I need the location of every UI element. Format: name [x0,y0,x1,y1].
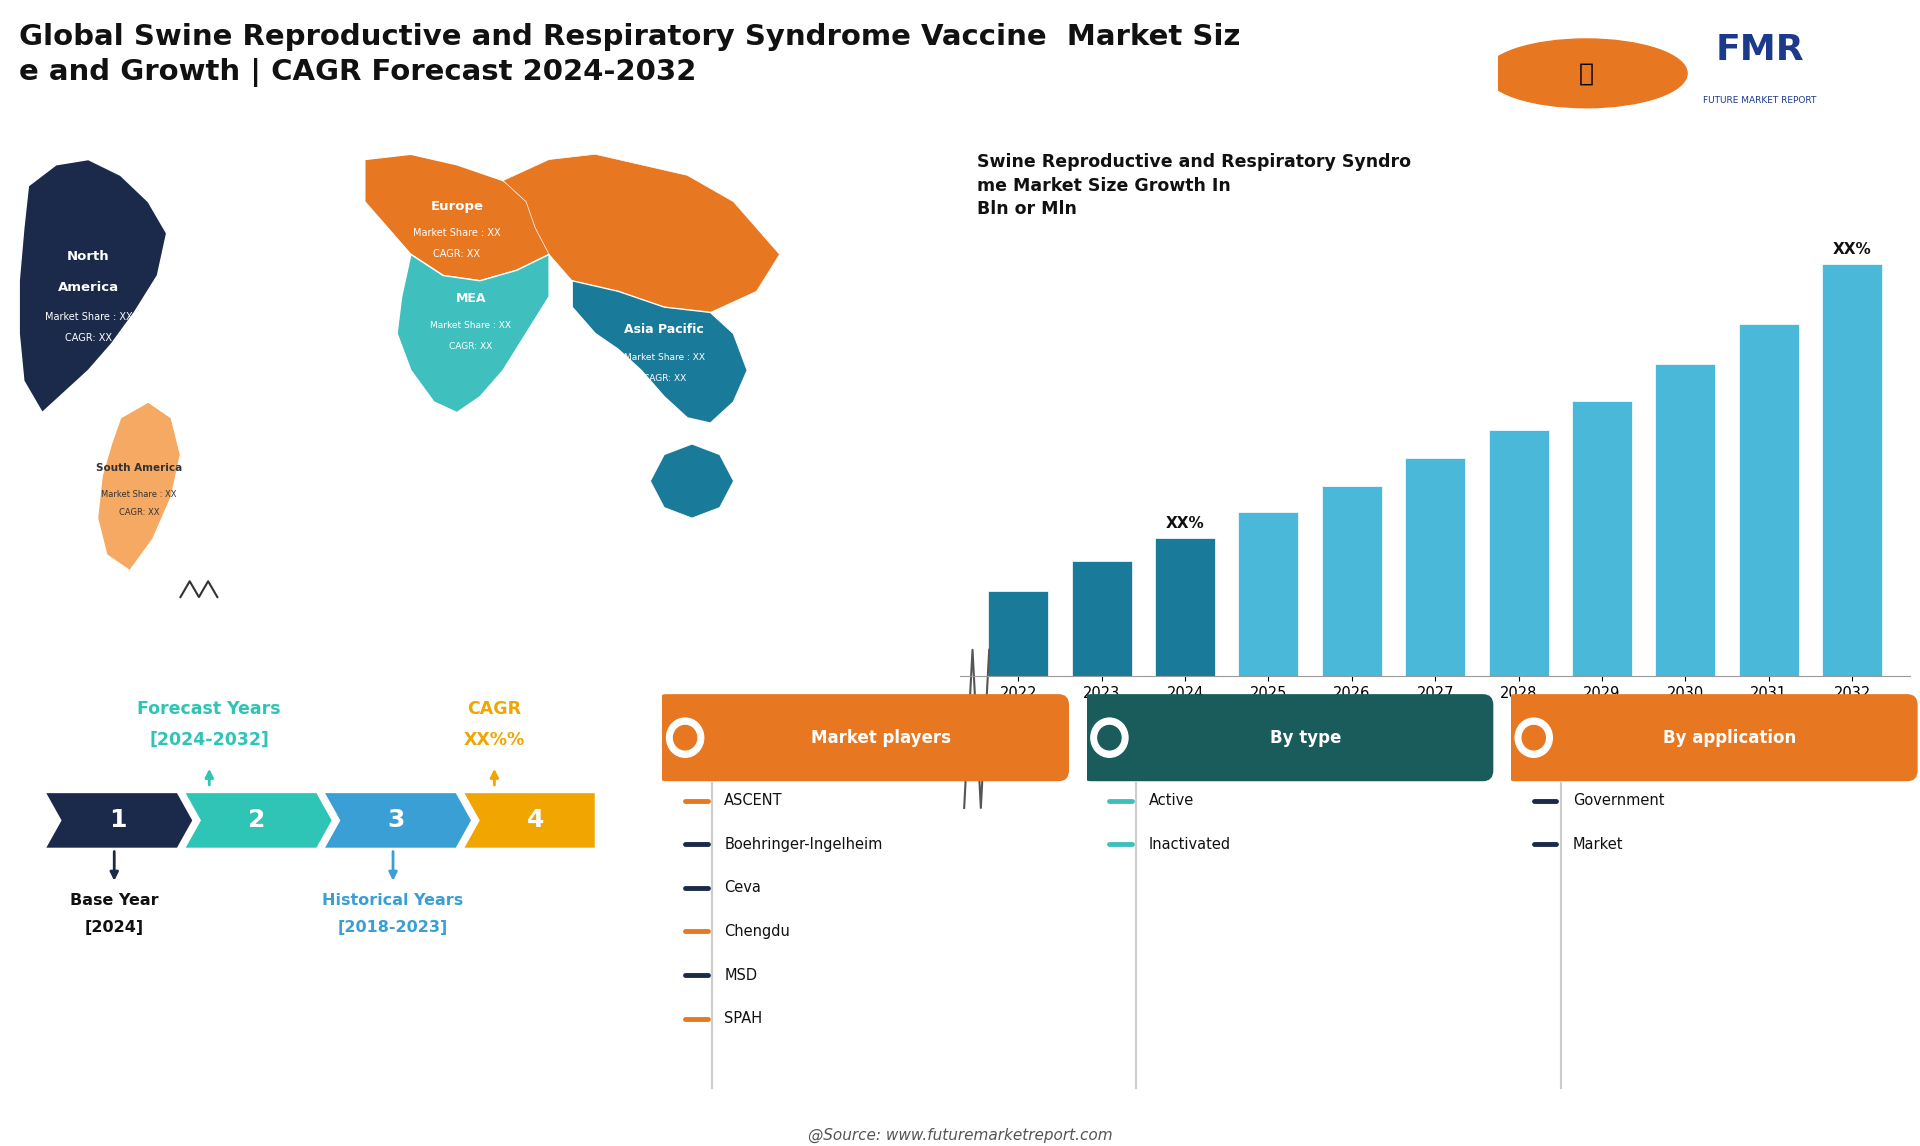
Text: Market Share : XX: Market Share : XX [624,353,705,362]
Bar [1238,512,1298,676]
Text: ASCENT: ASCENT [724,793,783,808]
Bar [1655,364,1715,676]
Text: 🔊: 🔊 [1578,62,1594,85]
Polygon shape [651,445,733,518]
Bar [989,590,1048,676]
Text: Market Share : XX: Market Share : XX [44,313,132,322]
FancyBboxPatch shape [1505,694,1918,782]
Text: FMR: FMR [1715,33,1805,66]
Text: Chengdu: Chengdu [724,924,791,939]
Text: 2: 2 [248,808,265,832]
Circle shape [674,725,697,749]
Bar [1405,458,1465,676]
Text: XX%%: XX%% [465,731,524,748]
Polygon shape [98,402,180,571]
Text: CAGR: CAGR [467,700,522,719]
Text: Historical Years: Historical Years [323,894,463,909]
Text: Boehringer-Ingelheim: Boehringer-Ingelheim [724,837,883,851]
Bar [1822,265,1882,676]
Circle shape [1091,719,1127,758]
Polygon shape [503,155,780,313]
Circle shape [1515,719,1551,758]
Text: By application: By application [1663,729,1797,747]
Text: Market players: Market players [810,729,950,747]
Text: MSD: MSD [724,967,758,982]
Text: Swine Reproductive and Respiratory Syndro
me Market Size Growth In
Bln or Mln: Swine Reproductive and Respiratory Syndr… [977,154,1411,218]
Text: Forecast Years: Forecast Years [138,700,280,719]
Text: 1: 1 [109,808,127,832]
Text: CAGR: XX: CAGR: XX [434,249,480,259]
Text: MEA: MEA [455,292,486,305]
Bar [1156,537,1215,676]
Text: North: North [67,250,109,262]
Text: CAGR: XX: CAGR: XX [643,374,685,383]
Text: Asia Pacific: Asia Pacific [624,323,705,337]
Text: CAGR: XX: CAGR: XX [119,509,159,517]
FancyBboxPatch shape [1081,694,1494,782]
Polygon shape [572,281,747,423]
Text: Market: Market [1572,837,1624,851]
Text: America: America [58,281,119,295]
Text: Active: Active [1148,793,1194,808]
Text: South America: South America [96,463,182,472]
Circle shape [1486,39,1688,108]
Text: CAGR: XX: CAGR: XX [449,343,492,352]
Polygon shape [397,254,549,413]
Bar [1071,560,1131,676]
Text: Inactivated: Inactivated [1148,837,1231,851]
Polygon shape [184,792,332,849]
Bar [1572,401,1632,676]
FancyBboxPatch shape [657,694,1069,782]
Text: [2024]: [2024] [84,919,144,935]
Text: Europe: Europe [430,199,484,213]
Text: Global Swine Reproductive and Respiratory Syndrome Vaccine  Market Siz
e and Gro: Global Swine Reproductive and Respirator… [19,23,1240,86]
Text: Government: Government [1572,793,1665,808]
Polygon shape [365,155,563,281]
Text: Base Year: Base Year [69,894,159,909]
Text: Market Share : XX: Market Share : XX [430,321,511,330]
Text: Ceva: Ceva [724,880,760,895]
Text: XX%: XX% [1165,516,1204,531]
Text: By type: By type [1269,729,1342,747]
Text: [2018-2023]: [2018-2023] [338,919,447,935]
Polygon shape [19,159,167,413]
Text: 3: 3 [388,808,405,832]
Circle shape [1523,725,1546,749]
Circle shape [1098,725,1121,749]
Circle shape [666,719,703,758]
Text: CAGR: XX: CAGR: XX [65,333,111,344]
Bar [1321,486,1382,676]
Polygon shape [463,792,595,849]
Text: XX%: XX% [1834,243,1872,258]
Text: [2024-2032]: [2024-2032] [150,731,269,748]
Bar [1488,430,1549,676]
Text: Market Share : XX: Market Share : XX [413,228,501,238]
Polygon shape [323,792,472,849]
Text: 4: 4 [526,808,543,832]
Polygon shape [44,792,194,849]
Text: @Source: www.futuremarketreport.com: @Source: www.futuremarketreport.com [808,1129,1112,1144]
Text: FUTURE MARKET REPORT: FUTURE MARKET REPORT [1703,96,1816,105]
Text: Market Share : XX: Market Share : XX [102,489,177,499]
Text: SPAH: SPAH [724,1011,762,1026]
Bar [1740,324,1799,676]
